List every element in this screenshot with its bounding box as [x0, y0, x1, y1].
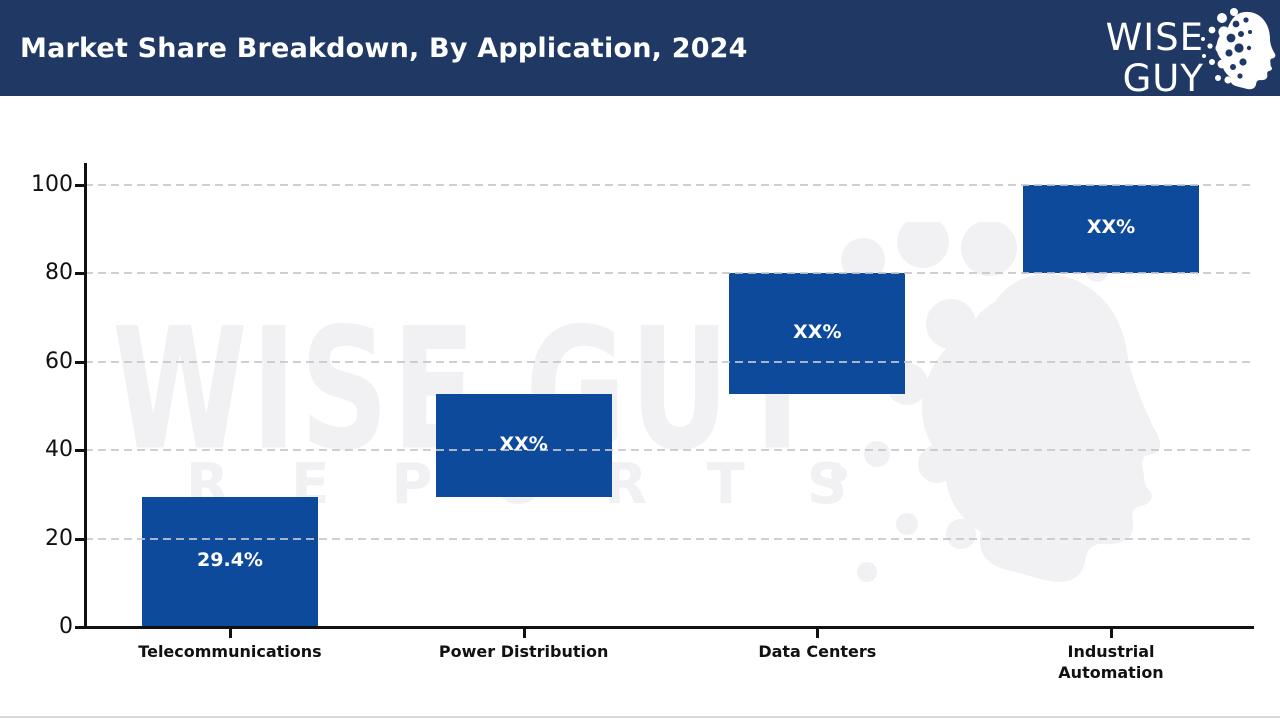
x-label-line: Data Centers [758, 642, 877, 661]
page-title: Market Share Breakdown, By Application, … [20, 32, 748, 64]
y-tick-label-0: 0 [59, 614, 73, 639]
y-axis [84, 163, 87, 629]
x-label-power-distribution: Power Distribution [384, 641, 664, 662]
bar-label-data-centers: XX% [793, 320, 842, 343]
x-label-line: Automation [1058, 663, 1164, 682]
x-label-line: Telecommunications [138, 642, 322, 661]
bar-label-power-distribution: XX% [499, 432, 548, 455]
y-tick-40 [75, 449, 84, 453]
bar-power-distribution [435, 394, 612, 498]
x-tick-industrial-automation [1110, 629, 1113, 638]
wiseguy-logo-text: WISE GUY REPORTS [1012, 16, 1204, 116]
x-tick-data-centers [816, 629, 820, 638]
y-tick-label-20: 20 [45, 525, 73, 551]
bar-label-industrial-automation: XX% [1086, 216, 1136, 239]
y-tick-100 [75, 184, 84, 187]
gridline-80 [85, 272, 1253, 275]
bar-label-telecommunications: 29.4% [197, 549, 263, 572]
y-tick-label-40: 40 [45, 437, 73, 463]
x-label-line: Industrial [1067, 642, 1155, 661]
x-label-industrial-automation: Industrial Automation [971, 641, 1251, 683]
wiseguy-logo-line1: WISE GUY [1105, 16, 1204, 100]
gridline-40 [85, 449, 1253, 452]
y-tick-60 [75, 360, 84, 364]
wiseguy-logo: WISE GUY REPORTS [1012, 4, 1276, 115]
wiseguy-logo-line2: REPORTS [1079, 100, 1202, 116]
gridline-20 [85, 537, 1253, 540]
gridline-100 [85, 184, 1253, 186]
wiseguy-face-icon [1201, 8, 1276, 90]
gridline-60 [85, 360, 1253, 363]
bar-telecommunications [142, 497, 318, 627]
y-tick-0 [75, 626, 84, 629]
x-label-data-centers: Data Centers [677, 641, 957, 662]
y-tick-label-100: 100 [31, 172, 73, 197]
y-tick-label-80: 80 [45, 260, 73, 286]
footer-divider [0, 716, 1280, 718]
bar-industrial-automation [1023, 185, 1199, 274]
y-tick-20 [75, 537, 84, 541]
y-tick-label-60: 60 [45, 348, 73, 374]
header-bar: Market Share Breakdown, By Application, … [0, 0, 1280, 115]
x-axis [84, 626, 1254, 629]
x-tick-power-distribution [522, 629, 526, 638]
x-label-line: Power Distribution [438, 642, 609, 661]
x-label-telecommunications: Telecommunications [90, 641, 370, 662]
y-tick-80 [75, 272, 84, 276]
x-tick-telecommunications [229, 629, 232, 638]
bar-data-centers [729, 273, 906, 395]
